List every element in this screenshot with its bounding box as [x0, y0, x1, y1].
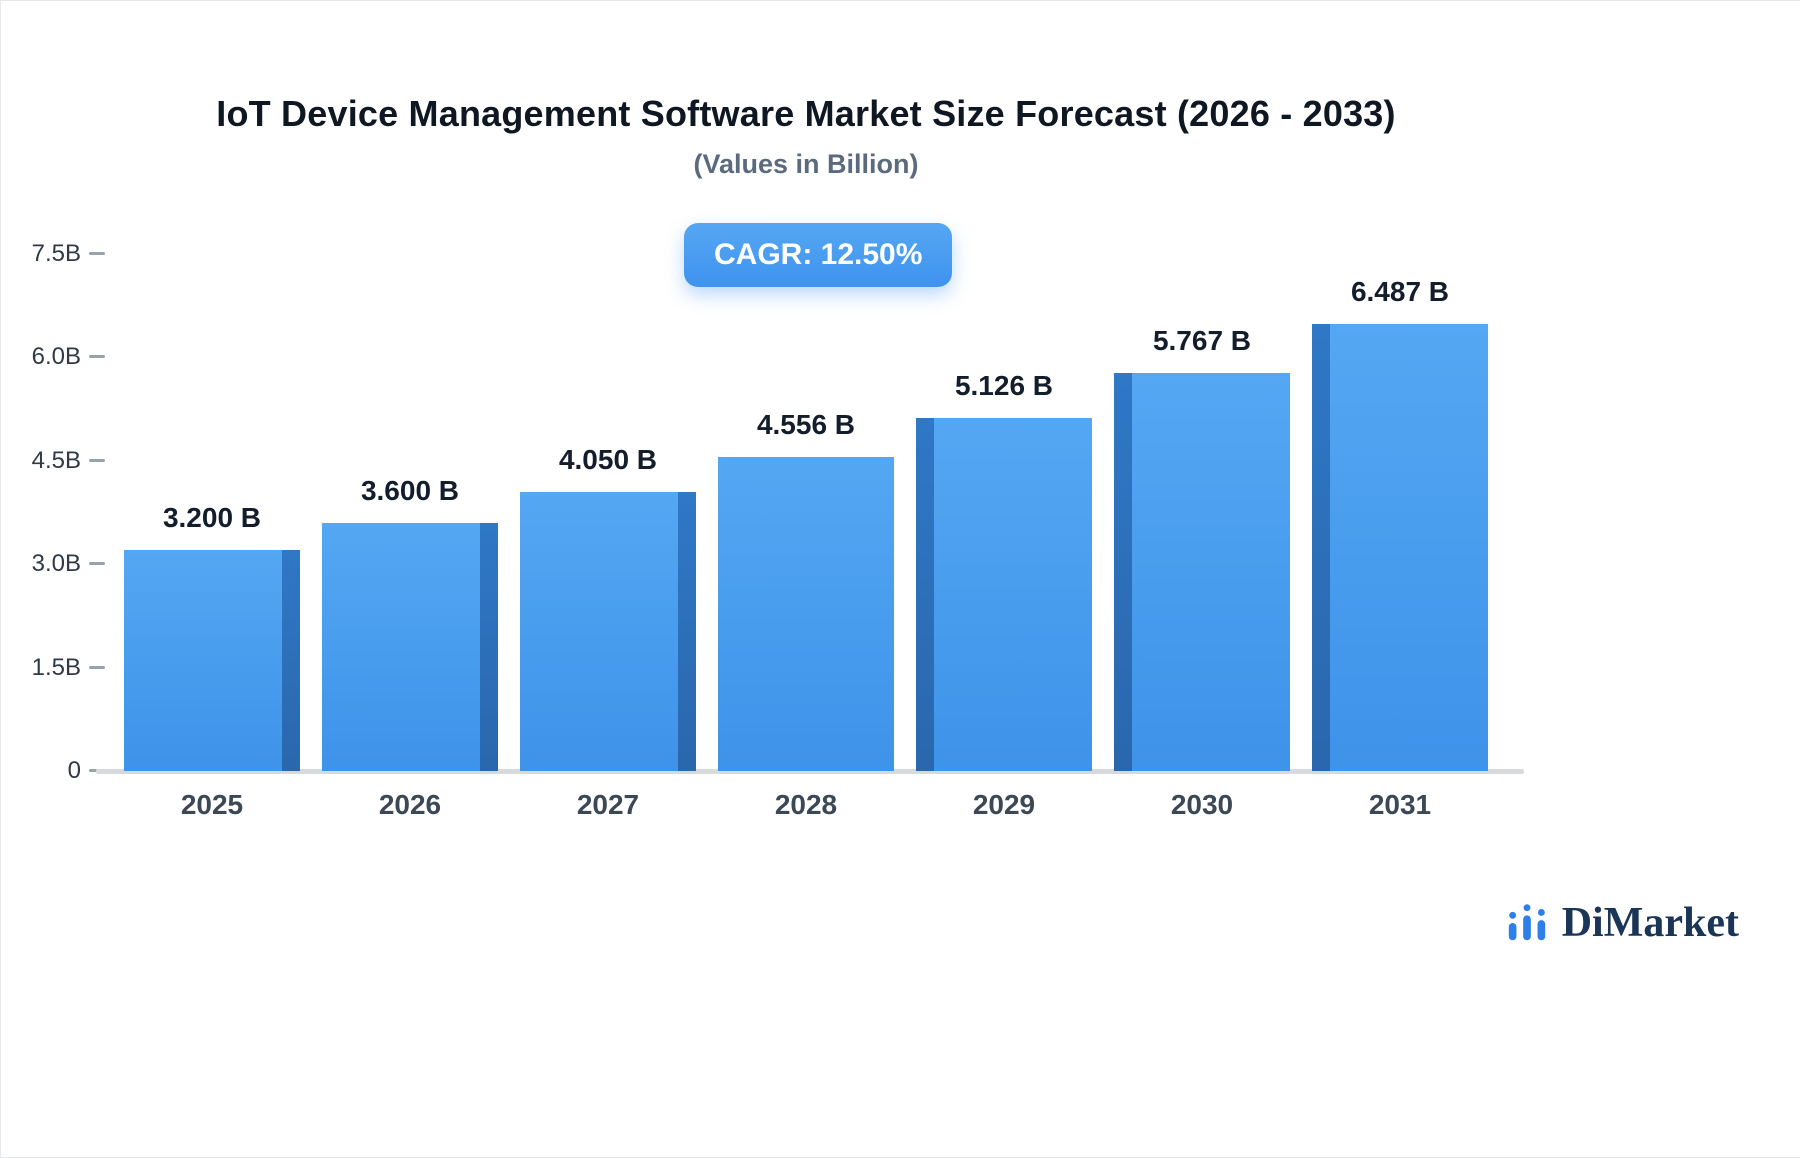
bar-value-label: 4.050 B — [558, 443, 658, 475]
y-tick-label: 7.5B — [31, 240, 81, 267]
cagr-badge: CAGR: 12.50% — [684, 223, 953, 287]
y-tick-mark — [89, 562, 105, 566]
bar-2031 — [1312, 323, 1488, 771]
x-tick-label: 2027 — [576, 789, 640, 820]
x-tick-label: 2031 — [1368, 789, 1432, 820]
brand-logo-text: DiMarket — [1561, 900, 1739, 946]
x-axis-line — [96, 769, 1524, 774]
bar-shade — [480, 522, 498, 771]
bar-value-label: 3.200 B — [162, 502, 262, 534]
bar-chart-dots-icon — [1504, 900, 1550, 946]
x-tick-label: 2026 — [378, 789, 442, 820]
y-tick-mark — [89, 458, 105, 462]
bar-2027 — [520, 491, 696, 771]
x-tick-label: 2025 — [180, 789, 244, 820]
bar-value-label: 4.556 B — [756, 408, 856, 440]
brand-logo: DiMarket — [1504, 899, 1739, 947]
x-tick-label: 2028 — [774, 789, 838, 820]
x-tick-label: 2030 — [1170, 789, 1234, 820]
bar-value-label: 5.126 B — [954, 369, 1054, 401]
bar-shade — [282, 550, 300, 771]
y-tick-mark — [89, 252, 105, 255]
bar-2028 — [718, 456, 894, 771]
x-tick-label: 2029 — [972, 789, 1036, 820]
chart-subtitle: (Values in Billion) — [693, 149, 919, 179]
bar-value-label: 3.600 B — [360, 474, 460, 506]
y-tick-label: 0 — [67, 757, 81, 784]
bar-value-label: 5.767 B — [1152, 325, 1252, 357]
bar-shade — [678, 491, 696, 771]
bar-2029 — [916, 417, 1092, 771]
bar-shade — [1114, 373, 1132, 771]
bar-value-label: 6.487 B — [1350, 275, 1450, 307]
chart-title: IoT Device Management Software Market Si… — [216, 93, 1396, 134]
y-tick-label: 1.5B — [31, 653, 81, 681]
y-tick-label: 3.0B — [31, 550, 81, 578]
bar-shade — [916, 417, 934, 771]
y-tick-mark — [89, 665, 105, 669]
bar-shade — [1312, 323, 1330, 771]
bar-2025 — [124, 550, 300, 771]
bar-2026 — [322, 522, 498, 771]
y-tick-mark — [89, 355, 105, 359]
y-tick-label: 4.5B — [31, 446, 81, 474]
y-tick-label: 6.0B — [31, 343, 81, 371]
bar-2030 — [1114, 373, 1290, 771]
